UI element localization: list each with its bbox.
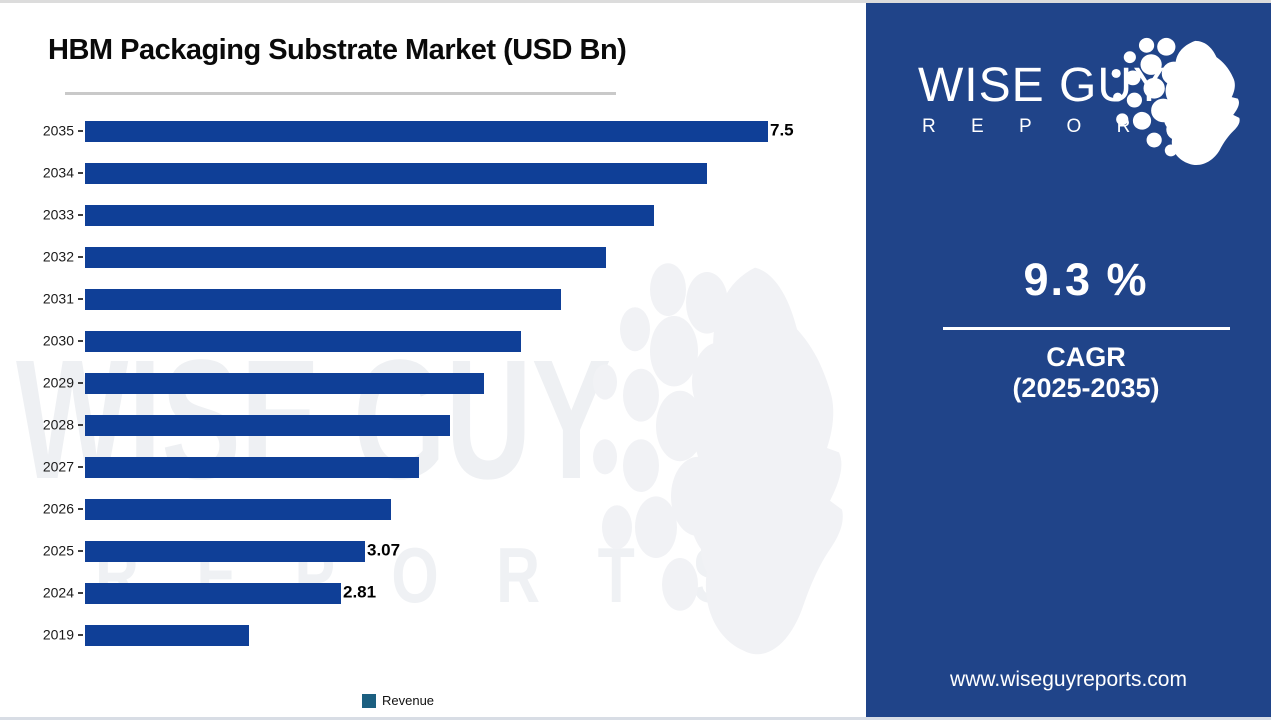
axis-tick-mark	[78, 214, 83, 216]
revenue-bar	[85, 330, 521, 352]
legend-label: Revenue	[382, 693, 435, 708]
bar-chart-plot: 2035 7.5 2034 2033 2032 2031 2030 2029 2028 2027 2…	[0, 110, 866, 656]
axis-tick-mark	[78, 256, 83, 258]
chart-row: 2019	[0, 614, 866, 656]
top-border-line	[0, 0, 1271, 3]
y-axis-tick-label: 2028	[42, 416, 74, 433]
y-axis-tick-label: 2025	[42, 542, 74, 559]
cagr-value: 9.3 %	[1023, 254, 1149, 305]
revenue-bar	[85, 582, 341, 604]
cagr-label-line1: CAGR	[1046, 342, 1126, 372]
head-profile-dots-icon	[1111, 37, 1240, 166]
chart-row: 2035 7.5	[0, 110, 866, 152]
bar-value-label: 3.07	[367, 540, 401, 560]
y-axis-tick-label: 2031	[42, 290, 74, 307]
axis-tick-mark	[78, 172, 83, 174]
y-axis-tick-label: 2034	[42, 164, 74, 181]
title-underline	[65, 92, 616, 95]
revenue-bar	[85, 498, 391, 520]
axis-tick-mark	[78, 550, 83, 552]
brand-sidebar: WISE GUY R E P O R T S 9.3 % CAGR (2025-…	[866, 2, 1271, 717]
chart-row: 2034	[0, 152, 866, 194]
chart-row: 2025 3.07	[0, 530, 866, 572]
axis-tick-mark	[78, 592, 83, 594]
chart-row: 2029	[0, 362, 866, 404]
revenue-bar	[85, 288, 561, 310]
logo-wordmark: WISE GUY	[918, 59, 1167, 112]
axis-tick-mark	[78, 340, 83, 342]
y-axis-tick-label: 2027	[42, 458, 74, 475]
revenue-bar	[85, 120, 768, 142]
chart-row: 2030	[0, 320, 866, 362]
revenue-bar	[85, 624, 249, 646]
y-axis-tick-label: 2024	[42, 584, 74, 601]
axis-tick-mark	[78, 382, 83, 384]
y-axis-tick-label: 2032	[42, 248, 74, 265]
cagr-label-line2: (2025-2035)	[1012, 373, 1160, 403]
axis-tick-mark	[78, 634, 83, 636]
axis-tick-mark	[78, 130, 83, 132]
chart-row: 2024 2.81	[0, 572, 866, 614]
legend: Revenue	[362, 693, 434, 708]
chart-row: 2027	[0, 446, 866, 488]
chart-row: 2032	[0, 236, 866, 278]
chart-row: 2026	[0, 488, 866, 530]
y-axis-tick-label: 2035	[42, 122, 74, 139]
revenue-bar	[85, 162, 707, 184]
axis-tick-mark	[78, 466, 83, 468]
axis-tick-mark	[78, 298, 83, 300]
cagr-divider-line	[943, 327, 1230, 330]
cagr-label: CAGR (2025-2035)	[941, 342, 1231, 404]
chart-title: HBM Packaging Substrate Market (USD Bn)	[48, 34, 627, 66]
chart-row: 2031	[0, 278, 866, 320]
bottom-border-line	[0, 717, 1271, 720]
website-url[interactable]: www.wiseguyreports.com	[950, 668, 1187, 691]
chart-row: 2028	[0, 404, 866, 446]
revenue-bar	[85, 246, 606, 268]
y-axis-tick-label: 2019	[42, 626, 74, 643]
y-axis-tick-label: 2030	[42, 332, 74, 349]
legend-swatch-icon	[362, 693, 376, 708]
y-axis-tick-label: 2029	[42, 374, 74, 391]
revenue-bar	[85, 372, 484, 394]
revenue-bar	[85, 204, 654, 226]
revenue-bar	[85, 456, 419, 478]
axis-tick-mark	[78, 508, 83, 510]
revenue-bar	[85, 414, 450, 436]
chart-row: 2033	[0, 194, 866, 236]
y-axis-tick-label: 2033	[42, 206, 74, 223]
axis-tick-mark	[78, 424, 83, 426]
y-axis-tick-label: 2026	[42, 500, 74, 517]
bar-value-label: 7.5	[770, 120, 794, 140]
chart-area: WISE GUY R E P O R T S HBM Packaging Sub…	[0, 34, 866, 708]
revenue-bar	[85, 540, 365, 562]
bar-value-label: 2.81	[343, 582, 377, 602]
